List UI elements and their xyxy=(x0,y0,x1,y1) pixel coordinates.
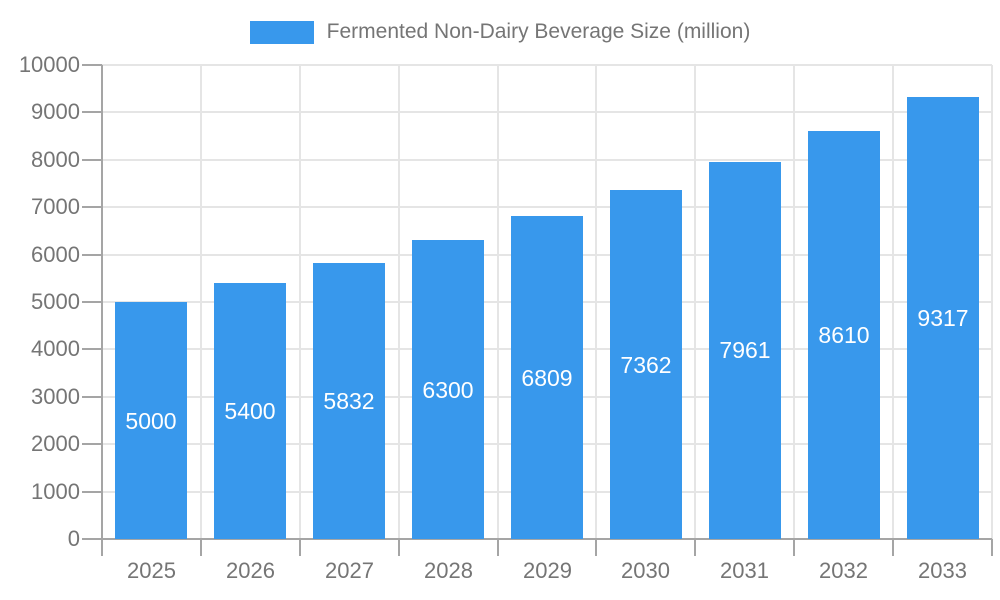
x-tick xyxy=(595,539,597,556)
legend-label: Fermented Non-Dairy Beverage Size (milli… xyxy=(326,20,751,43)
y-gridline xyxy=(102,206,992,208)
bar xyxy=(313,263,385,539)
bar xyxy=(808,131,880,539)
bar-value-label: 8610 xyxy=(818,322,870,348)
x-tick xyxy=(793,539,795,556)
x-axis-line xyxy=(102,538,992,540)
y-tick-label: 4000 xyxy=(31,336,80,361)
x-tick-label: 2033 xyxy=(918,558,967,583)
y-tick-label: 8000 xyxy=(31,147,80,172)
x-tick-label: 2031 xyxy=(720,558,769,583)
x-gridline xyxy=(398,65,400,539)
bar xyxy=(709,162,781,539)
bar-value-label: 6809 xyxy=(521,365,573,391)
bar-value-label: 7961 xyxy=(719,337,771,363)
y-tick xyxy=(82,443,102,445)
y-tick xyxy=(82,301,102,303)
x-tick-label: 2028 xyxy=(424,558,473,583)
y-tick-label: 3000 xyxy=(31,384,80,409)
y-tick-label: 5000 xyxy=(31,289,80,314)
x-tick xyxy=(398,539,400,556)
bar xyxy=(412,240,484,539)
x-gridline xyxy=(892,65,894,539)
bar xyxy=(610,190,682,539)
y-axis-line xyxy=(101,65,103,556)
y-tick xyxy=(82,348,102,350)
bar xyxy=(511,216,583,539)
y-tick xyxy=(82,254,102,256)
y-tick-label: 1000 xyxy=(31,479,80,504)
bar-value-label: 9317 xyxy=(917,305,969,331)
y-tick-label: 2000 xyxy=(31,431,80,456)
bar-value-label: 5000 xyxy=(125,408,177,434)
y-tick xyxy=(82,396,102,398)
x-gridline xyxy=(595,65,597,539)
y-tick-label: 0 xyxy=(67,526,80,551)
bar xyxy=(907,97,979,539)
x-gridline xyxy=(991,65,993,539)
y-gridline xyxy=(102,111,992,113)
x-gridline xyxy=(299,65,301,539)
y-gridline xyxy=(102,159,992,161)
y-tick-label: 6000 xyxy=(31,242,80,267)
x-tick xyxy=(892,539,894,556)
x-gridline xyxy=(694,65,696,539)
bar xyxy=(115,302,187,539)
bar-value-label: 5832 xyxy=(323,388,375,414)
legend: Fermented Non-Dairy Beverage Size (milli… xyxy=(0,17,1000,47)
bar-value-label: 5400 xyxy=(224,398,276,424)
x-tick xyxy=(991,539,993,556)
bar-value-label: 7362 xyxy=(620,352,672,378)
x-tick xyxy=(694,539,696,556)
bar xyxy=(214,283,286,539)
y-tick xyxy=(82,159,102,161)
y-tick xyxy=(82,111,102,113)
x-tick xyxy=(299,539,301,556)
x-gridline xyxy=(793,65,795,539)
x-tick-label: 2032 xyxy=(819,558,868,583)
x-tick-label: 2029 xyxy=(523,558,572,583)
x-gridline xyxy=(200,65,202,539)
y-tick xyxy=(82,491,102,493)
y-tick-label: 7000 xyxy=(31,194,80,219)
y-tick-label: 10000 xyxy=(18,52,80,77)
x-tick-label: 2026 xyxy=(226,558,275,583)
y-tick-label: 9000 xyxy=(31,99,80,124)
y-tick xyxy=(82,538,102,540)
x-tick xyxy=(497,539,499,556)
x-tick xyxy=(200,539,202,556)
y-gridline xyxy=(102,64,992,66)
x-gridline xyxy=(497,65,499,539)
y-tick xyxy=(82,206,102,208)
legend-swatch xyxy=(249,20,314,44)
bar-value-label: 6300 xyxy=(422,377,474,403)
y-tick xyxy=(82,64,102,66)
x-tick-label: 2030 xyxy=(621,558,670,583)
x-tick-label: 2027 xyxy=(325,558,374,583)
x-tick-label: 2025 xyxy=(127,558,176,583)
